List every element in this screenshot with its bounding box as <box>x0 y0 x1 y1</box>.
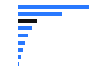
Bar <box>18 5 89 9</box>
Bar <box>18 19 37 23</box>
Bar <box>18 48 23 52</box>
Bar <box>18 34 28 37</box>
Bar <box>18 55 21 59</box>
Bar <box>18 41 25 45</box>
Bar <box>18 12 62 16</box>
Bar <box>18 26 32 30</box>
Bar <box>18 62 19 66</box>
